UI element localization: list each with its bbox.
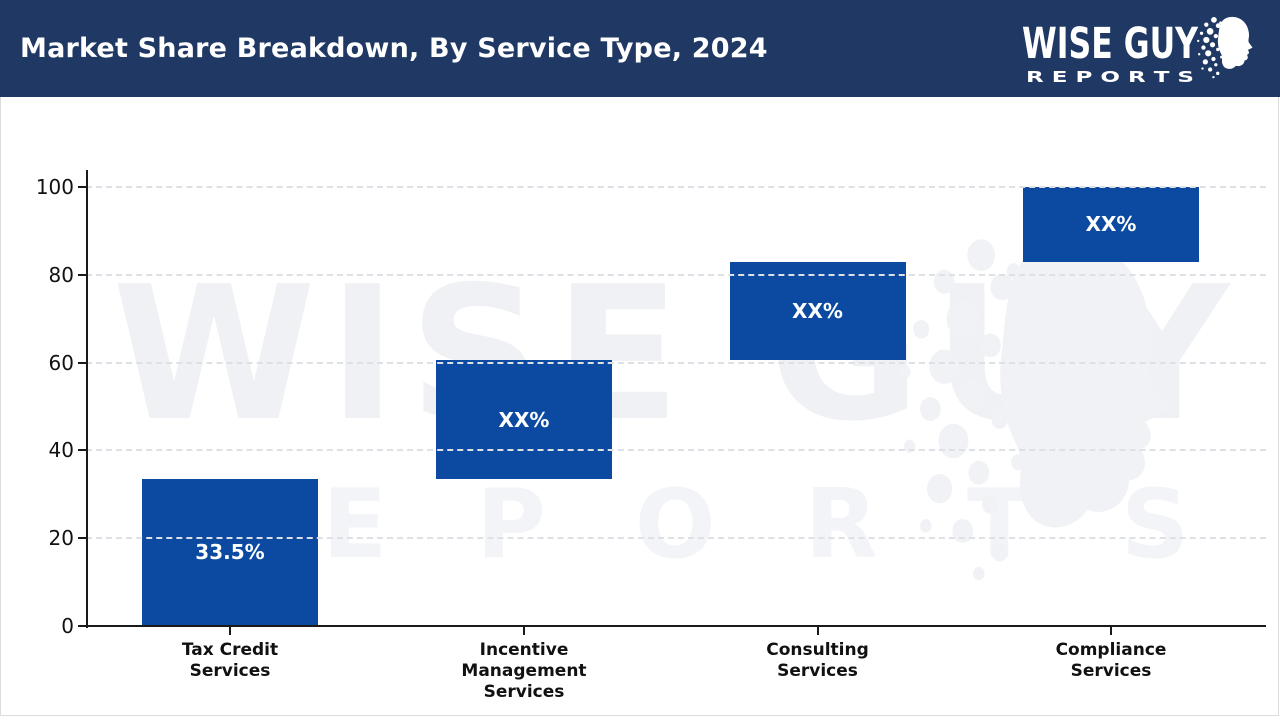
gridline-20 <box>86 537 1266 540</box>
y-axis-tick-label: 80 <box>48 262 74 287</box>
logo-wise-guy-text: WISE GUY <box>1022 19 1199 69</box>
bar-incentive-management-services: XX% <box>436 360 612 479</box>
y-axis-line <box>86 170 88 628</box>
y-axis-tick-label: 60 <box>48 350 74 375</box>
bar-value-label: XX% <box>498 407 550 432</box>
bar-tax-credit-services: 33.5% <box>142 478 318 626</box>
y-axis-tick <box>78 449 86 452</box>
logo-reports-text: R E P O R T S <box>1026 68 1194 86</box>
gridline-80 <box>86 273 1266 276</box>
x-axis-tick <box>816 627 819 635</box>
bar-compliance-services: XX% <box>1023 187 1199 262</box>
y-axis-tick-label: 20 <box>48 526 74 551</box>
y-axis-tick <box>78 537 86 540</box>
logo-head-icon <box>1197 16 1253 79</box>
bar-consulting-services: XX% <box>729 261 906 361</box>
bar-value-label: XX% <box>1085 212 1137 237</box>
y-axis-tick <box>78 625 86 627</box>
gridline-60 <box>86 361 1266 364</box>
wise-guy-reports-logo: WISE GUY R E P O R T S <box>1022 16 1253 86</box>
watermark-text-reports: R E P O R T S <box>160 470 1218 580</box>
x-axis-line <box>86 625 1266 627</box>
y-axis-tick <box>78 273 86 276</box>
x-axis-category-label: Incentive Management Services <box>461 640 587 702</box>
bar-value-label: XX% <box>792 299 843 323</box>
y-axis-tick-label: 40 <box>48 438 74 463</box>
gridline-100 <box>86 186 1266 188</box>
x-axis-category-label: Compliance Services <box>1055 640 1167 681</box>
bar-value-label: 33.5% <box>195 540 265 565</box>
x-axis-category-label: Tax Credit Services <box>181 640 279 681</box>
y-axis-tick <box>78 361 86 364</box>
gridline-40 <box>86 449 1266 452</box>
x-axis-tick <box>229 627 231 635</box>
x-axis-tick <box>1110 627 1112 635</box>
y-axis-tick <box>78 186 86 188</box>
header-bar: Market Share Breakdown, By Service Type,… <box>0 0 1280 97</box>
x-axis-tick <box>523 627 525 635</box>
x-axis-category-label: Consulting Services <box>766 640 869 681</box>
y-axis-tick-label: 100 <box>35 175 74 199</box>
y-axis-tick-label: 0 <box>61 614 74 638</box>
chart-title: Market Share Breakdown, By Service Type,… <box>20 33 768 64</box>
